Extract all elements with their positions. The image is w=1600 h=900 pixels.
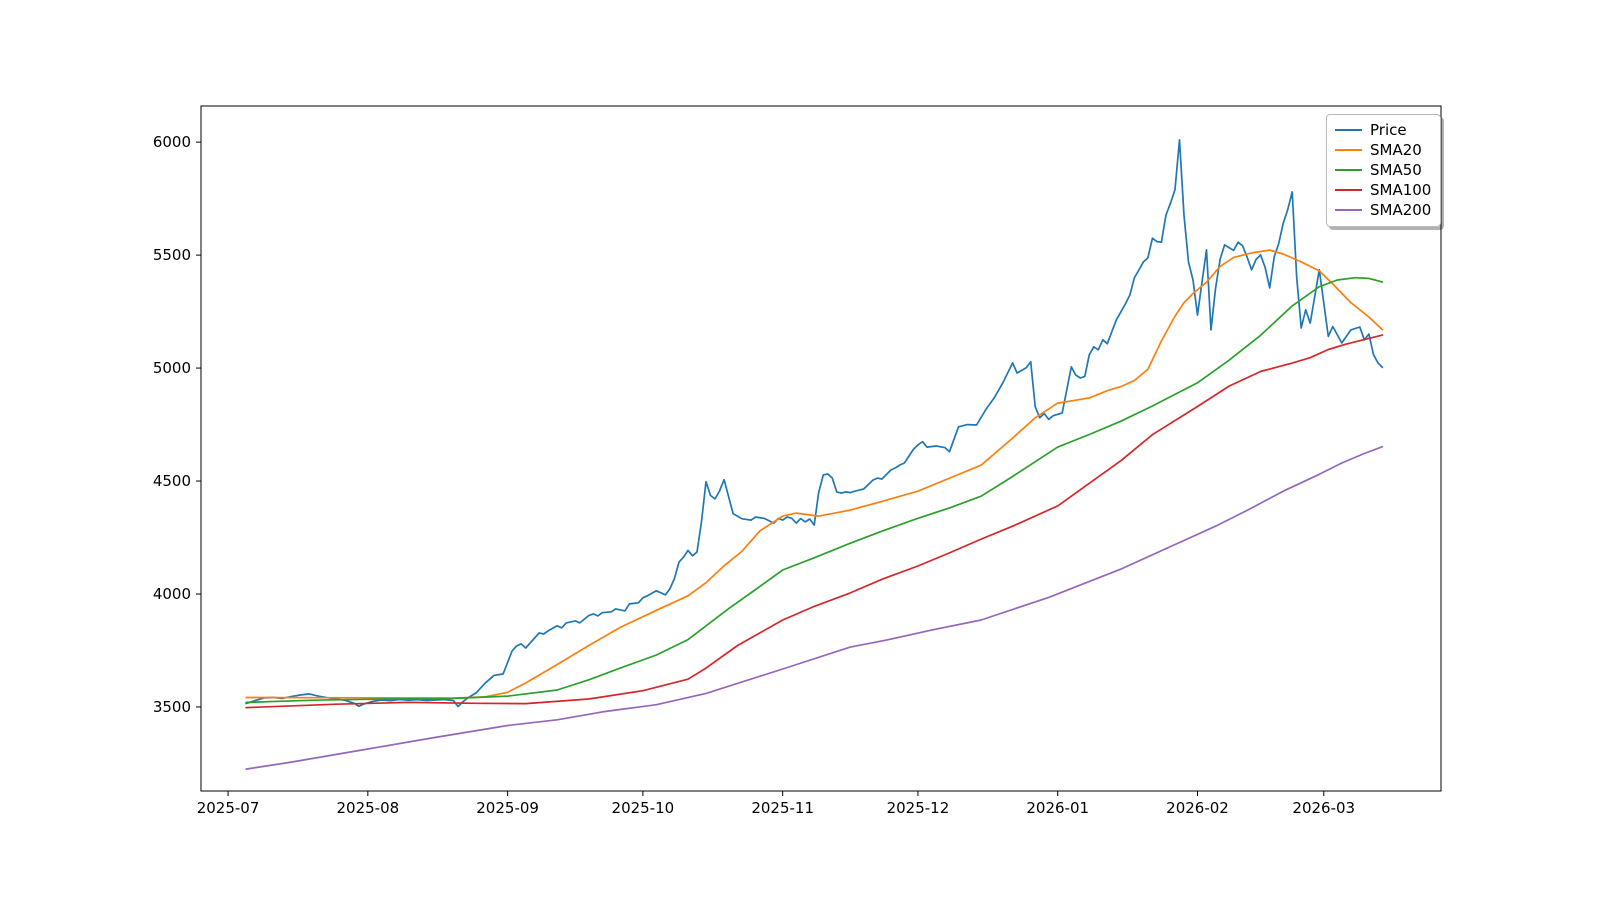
- y-tick-label: 6000: [153, 133, 191, 151]
- legend-line-sample-sma100: [1335, 189, 1362, 191]
- series-line-price: [245, 139, 1384, 708]
- legend-label-sma100: SMA100: [1370, 181, 1432, 199]
- series-line-sma20: [245, 249, 1384, 699]
- x-tick-label: 2025-07: [197, 799, 260, 817]
- x-tick-label: 2026-02: [1166, 799, 1229, 817]
- x-tick-label: 2025-08: [336, 799, 399, 817]
- legend-label-sma50: SMA50: [1370, 161, 1422, 179]
- axes-spines: [200, 105, 1442, 792]
- series-line-sma200: [245, 445, 1384, 770]
- x-tick-label: 2025-12: [887, 799, 950, 817]
- y-tick-label: 3500: [153, 698, 191, 716]
- x-tick-label: 2025-10: [612, 799, 675, 817]
- legend-line-sample-sma200: [1335, 209, 1362, 211]
- y-tick-label: 5000: [153, 359, 191, 377]
- legend-label-sma200: SMA200: [1370, 201, 1432, 219]
- series-line-sma100: [245, 334, 1384, 709]
- y-tick-label: 4500: [153, 472, 191, 490]
- x-tick-label: 2025-11: [751, 799, 814, 817]
- x-tick-label: 2026-01: [1026, 799, 1089, 817]
- legend-item-sma50: SMA50: [1335, 160, 1431, 180]
- legend-item-sma20: SMA20: [1335, 140, 1431, 160]
- legend-item-sma100: SMA100: [1335, 180, 1431, 200]
- y-tick-label: 4000: [153, 585, 191, 603]
- chart-legend: Price SMA20 SMA50 SMA100 SMA200: [1326, 114, 1442, 227]
- series-line-sma50: [245, 276, 1384, 704]
- legend-line-sample-sma50: [1335, 169, 1362, 171]
- legend-line-sample-sma20: [1335, 149, 1362, 151]
- y-tick-label: 5500: [153, 246, 191, 264]
- legend-label-price: Price: [1370, 121, 1407, 139]
- x-tick-label: 2026-03: [1292, 799, 1355, 817]
- legend-label-sma20: SMA20: [1370, 141, 1422, 159]
- legend-line-sample-price: [1335, 129, 1362, 131]
- legend-item-sma200: SMA200: [1335, 200, 1431, 220]
- x-tick-label: 2025-09: [476, 799, 539, 817]
- legend-item-price: Price: [1335, 120, 1431, 140]
